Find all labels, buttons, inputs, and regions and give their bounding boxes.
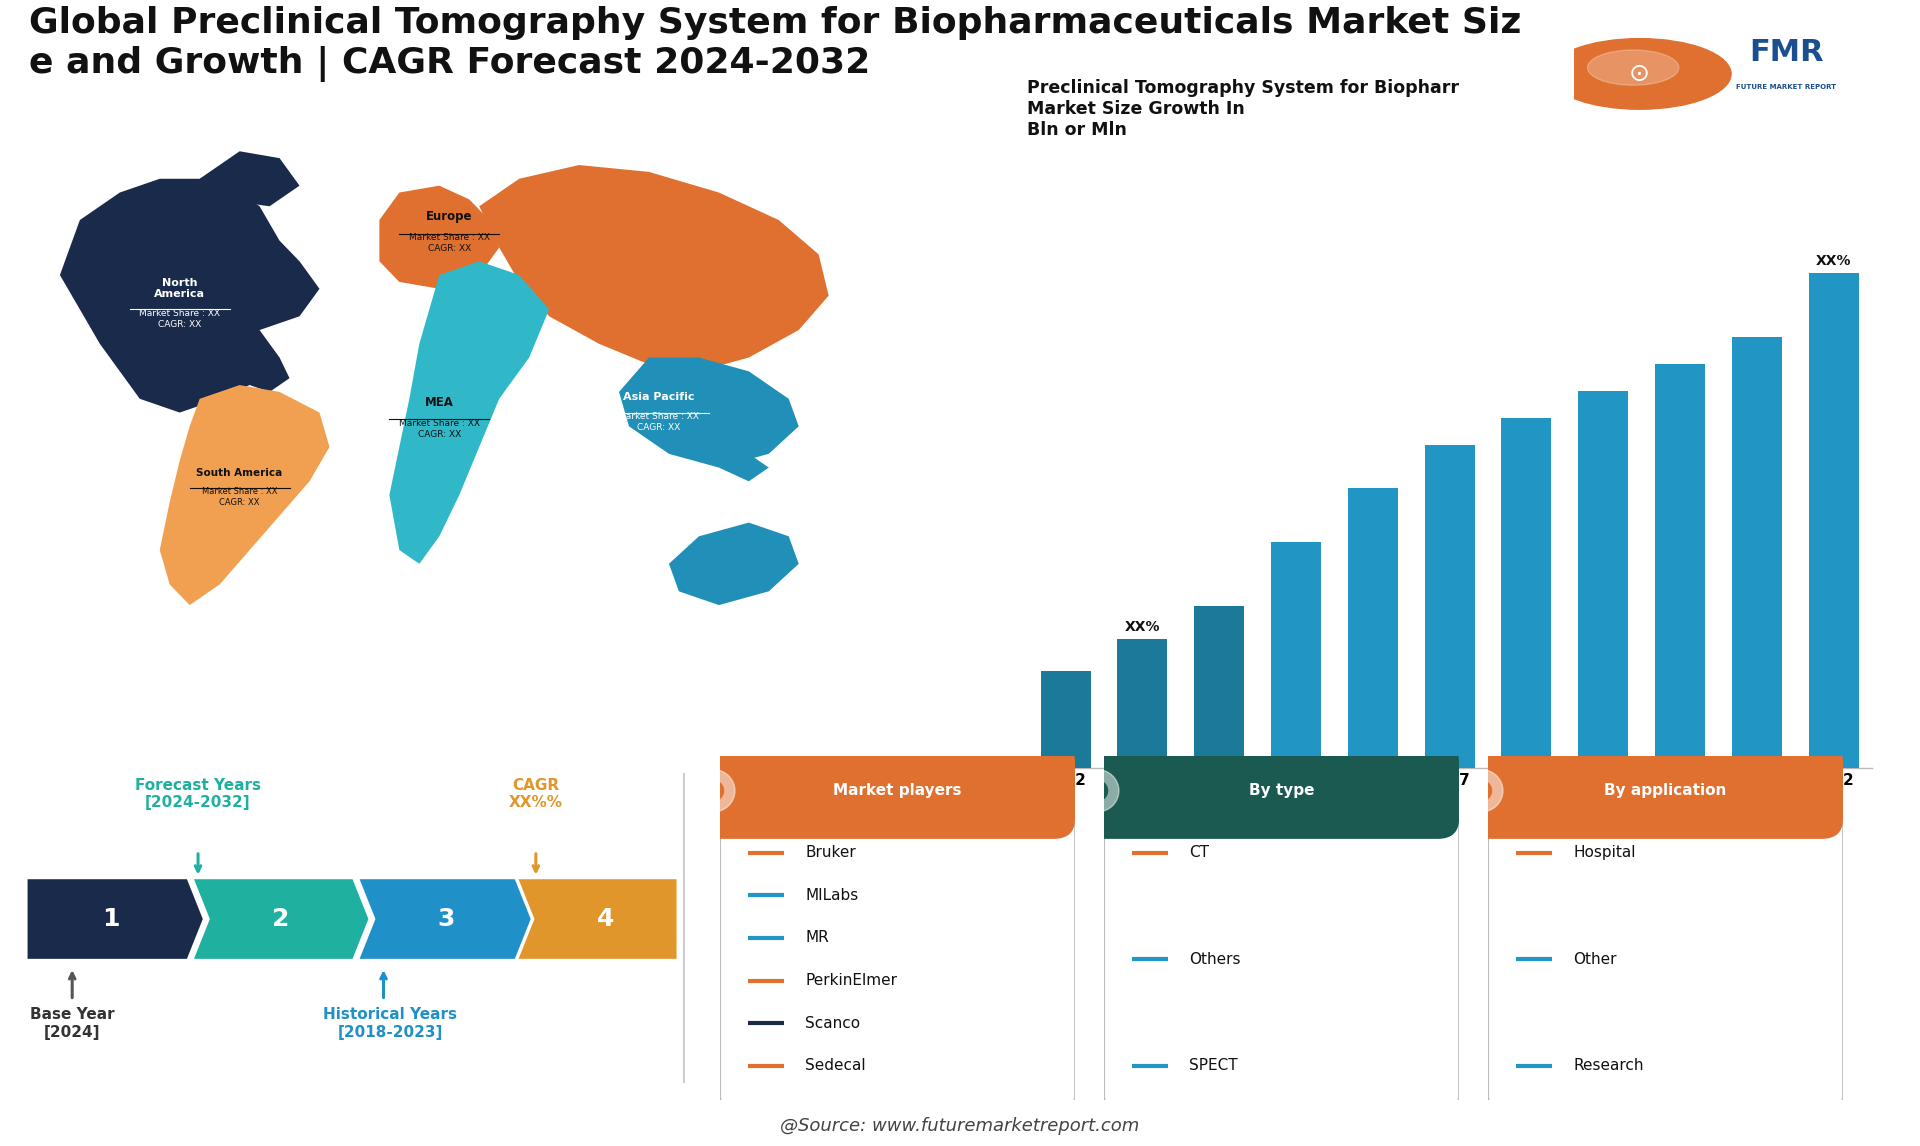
Polygon shape xyxy=(357,878,536,960)
Bar xyxy=(1425,445,1475,768)
Text: Hospital: Hospital xyxy=(1572,845,1636,861)
Text: Sedecal: Sedecal xyxy=(804,1058,866,1074)
Text: Others: Others xyxy=(1188,951,1240,967)
Text: Preclinical Tomography System for Biopharr
Market Size Growth In
Bln or Mln: Preclinical Tomography System for Biopha… xyxy=(1027,79,1459,139)
Text: Europe: Europe xyxy=(426,211,472,223)
Bar xyxy=(1194,606,1244,768)
Text: Market Share : XX: Market Share : XX xyxy=(409,233,490,242)
Bar xyxy=(1732,337,1782,768)
FancyBboxPatch shape xyxy=(678,743,1075,839)
Polygon shape xyxy=(25,878,205,960)
Text: MEA: MEA xyxy=(424,397,453,409)
Polygon shape xyxy=(380,186,499,289)
Polygon shape xyxy=(718,454,768,481)
Text: FUTURE MARKET REPORT: FUTURE MARKET REPORT xyxy=(1736,84,1837,89)
Bar xyxy=(1501,418,1551,768)
Polygon shape xyxy=(200,151,300,206)
Text: By type: By type xyxy=(1248,783,1315,799)
Text: XX%: XX% xyxy=(1816,253,1851,268)
Text: Market Share : XX: Market Share : XX xyxy=(399,418,480,427)
Polygon shape xyxy=(60,179,319,413)
Text: Market Share : XX: Market Share : XX xyxy=(140,308,221,317)
Text: North
America: North America xyxy=(154,277,205,299)
Polygon shape xyxy=(668,523,799,605)
FancyBboxPatch shape xyxy=(1488,815,1843,1104)
FancyBboxPatch shape xyxy=(720,815,1075,1104)
Bar xyxy=(1809,273,1859,768)
Text: CAGR: XX: CAGR: XX xyxy=(428,244,470,253)
Text: CT: CT xyxy=(1188,845,1210,861)
Text: Base Year
[2024]: Base Year [2024] xyxy=(31,1007,115,1039)
Polygon shape xyxy=(480,165,829,371)
Polygon shape xyxy=(192,878,371,960)
FancyBboxPatch shape xyxy=(1062,743,1459,839)
Circle shape xyxy=(1075,769,1119,813)
Text: CAGR: XX: CAGR: XX xyxy=(157,320,202,329)
FancyBboxPatch shape xyxy=(1104,815,1459,1104)
Polygon shape xyxy=(390,261,549,564)
Text: MR: MR xyxy=(804,931,829,945)
Text: Market Share : XX: Market Share : XX xyxy=(202,487,276,496)
Text: Bruker: Bruker xyxy=(804,845,856,861)
Text: SPECT: SPECT xyxy=(1188,1058,1238,1074)
Text: 3: 3 xyxy=(438,906,455,931)
Polygon shape xyxy=(250,358,290,392)
Text: XX%: XX% xyxy=(1125,620,1160,634)
Circle shape xyxy=(1459,769,1503,813)
Text: Market players: Market players xyxy=(833,783,962,799)
Text: MILabs: MILabs xyxy=(804,888,858,903)
Text: 2: 2 xyxy=(273,906,290,931)
Text: Research: Research xyxy=(1572,1058,1644,1074)
Circle shape xyxy=(1588,50,1678,85)
Text: Scanco: Scanco xyxy=(804,1015,860,1030)
Polygon shape xyxy=(618,358,799,468)
Text: Market Share : XX: Market Share : XX xyxy=(618,411,699,421)
Text: By application: By application xyxy=(1605,783,1726,799)
Text: Forecast Years
[2024-2032]: Forecast Years [2024-2032] xyxy=(134,778,261,810)
Polygon shape xyxy=(159,385,330,605)
Bar xyxy=(1348,488,1398,768)
Circle shape xyxy=(691,769,735,813)
Bar xyxy=(1117,638,1167,768)
Text: 1: 1 xyxy=(102,906,119,931)
Circle shape xyxy=(1087,780,1108,801)
Circle shape xyxy=(703,780,724,801)
Bar xyxy=(1655,364,1705,768)
Text: 4: 4 xyxy=(597,906,614,931)
Text: CAGR: XX: CAGR: XX xyxy=(419,430,461,439)
Bar xyxy=(1578,391,1628,768)
Text: South America: South America xyxy=(196,468,282,478)
Text: CAGR: XX: CAGR: XX xyxy=(637,423,680,432)
Bar xyxy=(1041,670,1091,768)
Text: CAGR: XX: CAGR: XX xyxy=(219,499,259,508)
Text: Other: Other xyxy=(1572,951,1617,967)
Text: @Source: www.futuremarketreport.com: @Source: www.futuremarketreport.com xyxy=(780,1116,1140,1135)
Text: CAGR
XX%%: CAGR XX%% xyxy=(509,778,563,810)
Polygon shape xyxy=(516,878,678,960)
Text: Asia Pacific: Asia Pacific xyxy=(624,392,695,402)
Text: FMR: FMR xyxy=(1749,38,1824,66)
Text: Global Preclinical Tomography System for Biopharmaceuticals Market Siz
e and Gro: Global Preclinical Tomography System for… xyxy=(29,6,1521,83)
Text: PerkinElmer: PerkinElmer xyxy=(804,973,897,988)
FancyBboxPatch shape xyxy=(1446,743,1843,839)
Circle shape xyxy=(1548,39,1732,109)
Circle shape xyxy=(1471,780,1492,801)
Bar xyxy=(1271,542,1321,768)
Text: Historical Years
[2018-2023]: Historical Years [2018-2023] xyxy=(323,1007,457,1039)
Text: ⊙: ⊙ xyxy=(1630,62,1649,86)
